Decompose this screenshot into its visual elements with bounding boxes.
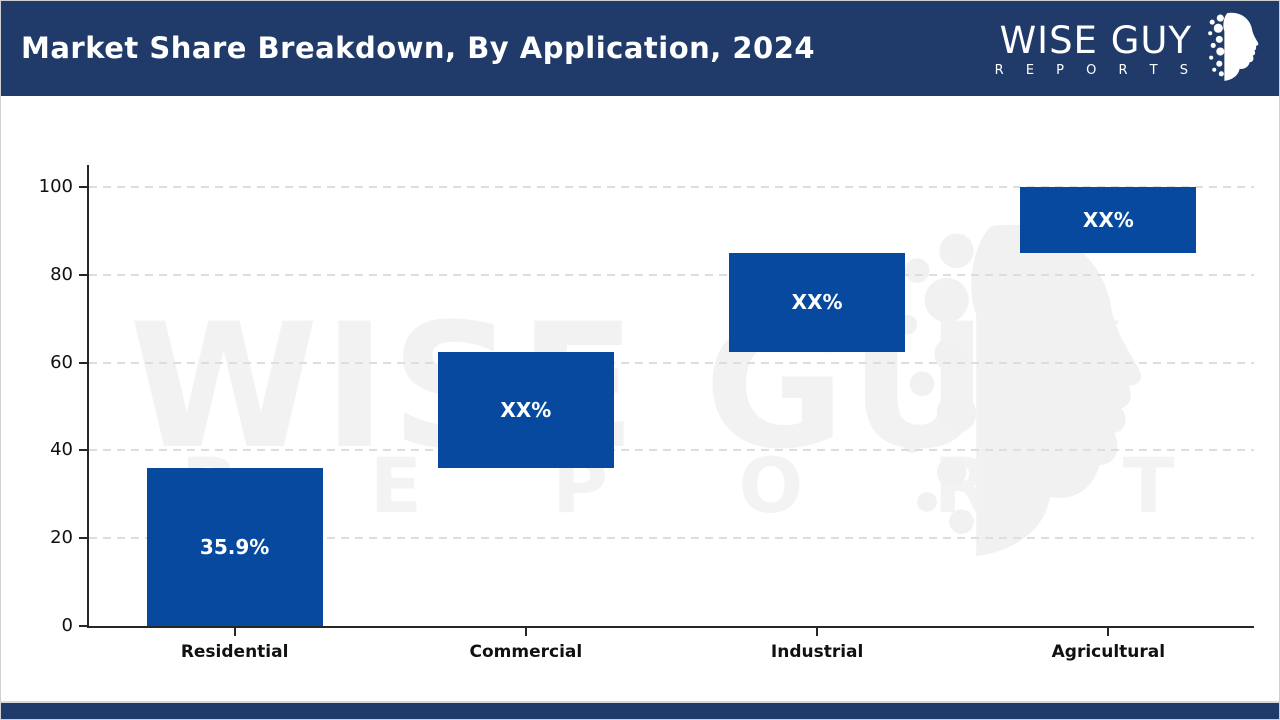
y-tick-label: 80 xyxy=(50,263,73,285)
y-tick-mark-0 xyxy=(79,625,87,627)
bar-commercial[interactable]: XX% xyxy=(437,351,614,469)
brand-text: WISE GUY R E P O R T S xyxy=(994,19,1197,79)
chart-title: Market Share Breakdown, By Application, … xyxy=(21,31,816,65)
bar-value-label: XX% xyxy=(500,398,552,422)
y-tick-label: 20 xyxy=(50,527,73,549)
gridline-20 xyxy=(89,537,1254,540)
x-tick-mark-residential xyxy=(233,628,236,636)
y-tick-mark-100 xyxy=(79,186,87,188)
bar-industrial[interactable]: XX% xyxy=(729,252,906,352)
y-tick-label: 100 xyxy=(38,176,73,197)
y-tick-mark-80 xyxy=(79,273,87,276)
x-tick-mark-agricultural xyxy=(1107,628,1110,636)
plot-area: WISE GUY R E P O R T S 0 20 40 60 80 100 35.9… xyxy=(1,96,1279,703)
header-bar: Market Share Breakdown, By Application, … xyxy=(1,1,1279,96)
x-tick-mark-commercial xyxy=(524,628,527,636)
brand-reports-label: R E P O R T S xyxy=(994,63,1197,78)
bar-value-label: XX% xyxy=(791,290,843,315)
x-axis-label-commercial: Commercial xyxy=(469,642,583,662)
brand-logo: WISE GUY R E P O R T S xyxy=(995,7,1267,91)
watermark: WISE GUY R E P O R T S xyxy=(1,96,1279,703)
bar-value-label: 35.9% xyxy=(199,535,270,560)
x-axis-label-agricultural: Agricultural xyxy=(1051,642,1166,662)
brand-face-icon xyxy=(1208,12,1259,81)
gridline-40 xyxy=(89,449,1254,452)
gridline-80 xyxy=(89,273,1254,276)
y-tick-label: 40 xyxy=(50,439,73,461)
footer-bar xyxy=(1,701,1279,719)
brand-name: WISE GUY xyxy=(999,19,1193,62)
x-axis-label-residential: Residential xyxy=(180,642,289,662)
x-tick-mark-industrial xyxy=(816,628,819,636)
x-axis-label-industrial: Industrial xyxy=(770,642,864,662)
y-tick-mark-20 xyxy=(79,537,87,540)
bar-value-label: XX% xyxy=(1082,207,1134,232)
gridline-60 xyxy=(89,361,1254,364)
gridline-100 xyxy=(89,186,1254,188)
bar-residential[interactable]: 35.9% xyxy=(146,468,323,626)
y-axis-line xyxy=(87,165,89,628)
y-tick-mark-40 xyxy=(79,449,87,452)
watermark-face-icon xyxy=(897,224,1142,557)
y-tick-label: 0 xyxy=(61,615,73,636)
x-axis-line xyxy=(87,626,1254,628)
y-tick-mark-60 xyxy=(79,361,87,364)
bar-agricultural[interactable]: XX% xyxy=(1020,187,1197,253)
y-tick-label: 60 xyxy=(50,351,73,373)
